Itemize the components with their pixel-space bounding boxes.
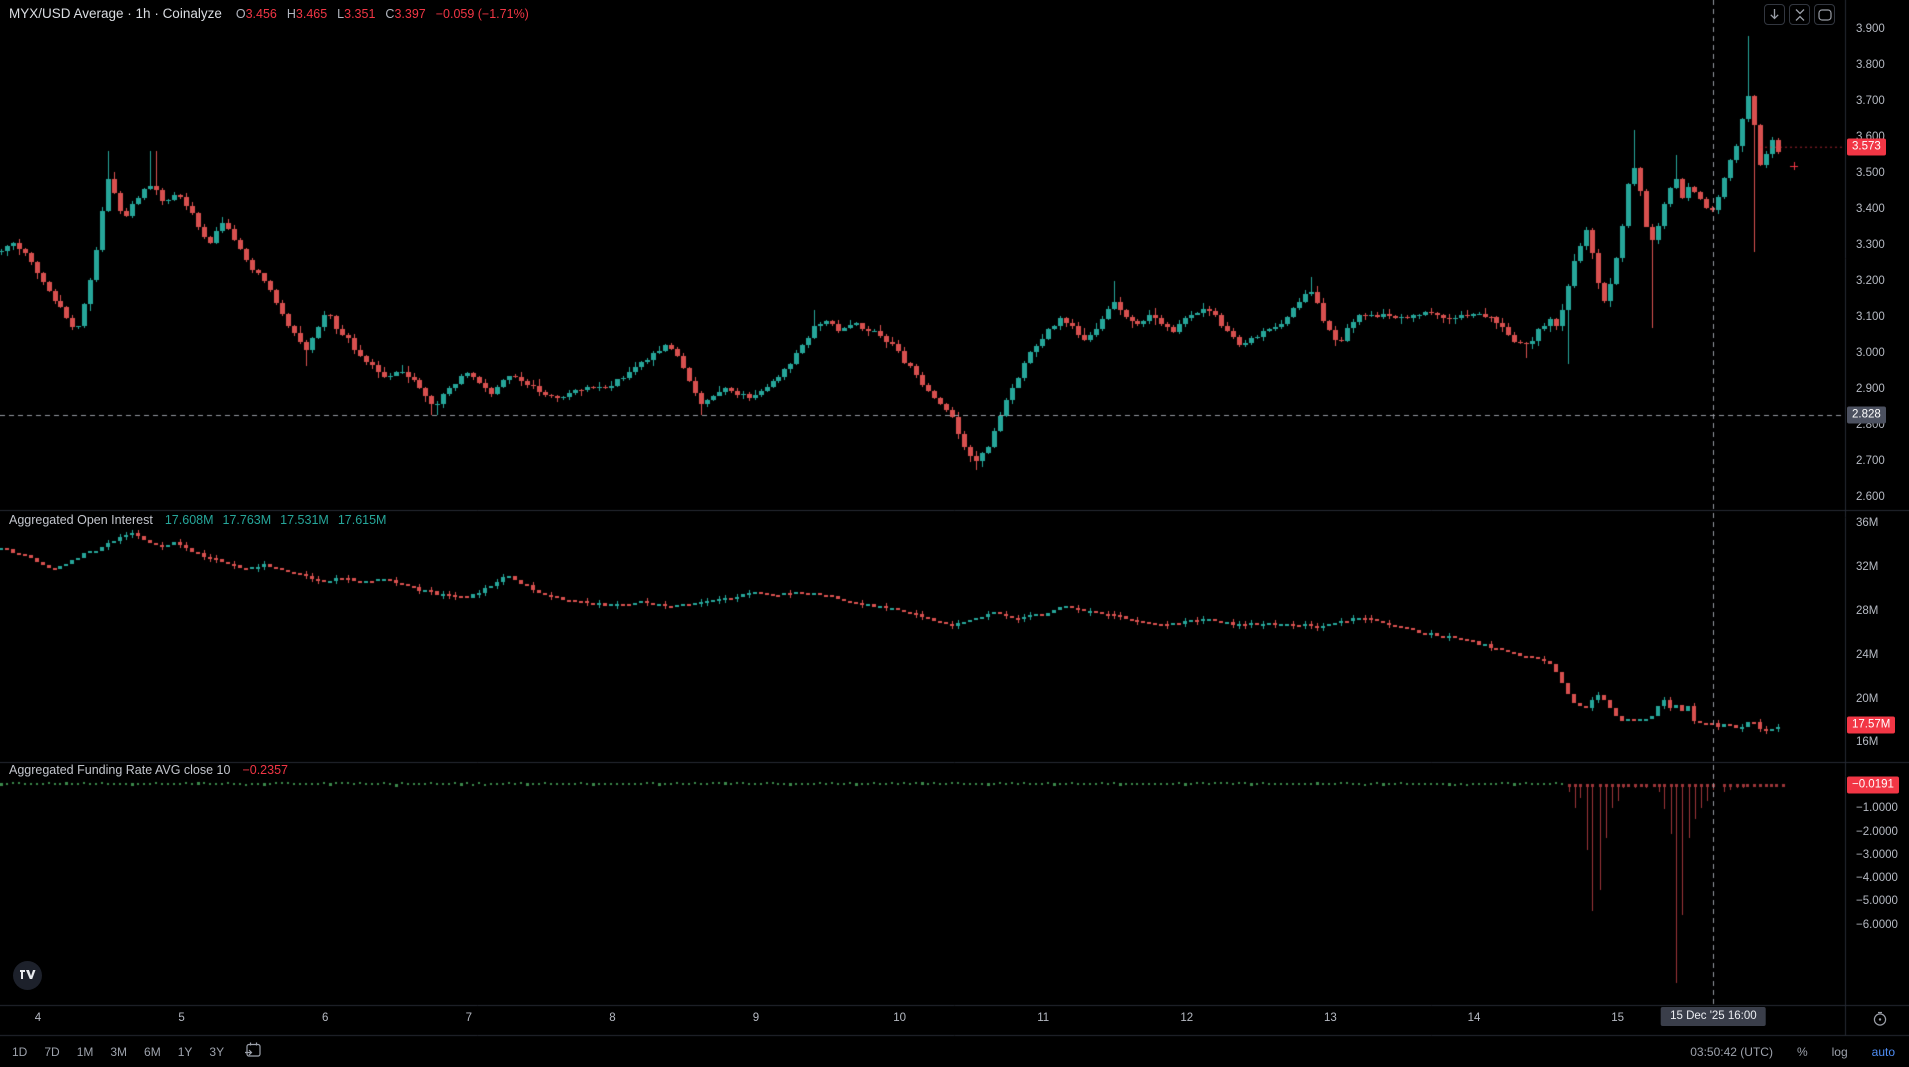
oi-values-readout: 17.608M 17.763M 17.531M 17.615M (165, 513, 396, 527)
price-axis-tick: 2.700 (1856, 455, 1885, 467)
range-button-3m[interactable]: 3M (110, 1044, 128, 1059)
range-button-3y[interactable]: 3Y (209, 1044, 225, 1059)
ohlc-segment: C3.397 (385, 7, 425, 21)
ohlc-value: 3.456 (245, 7, 277, 21)
go-to-date-button[interactable] (244, 1041, 263, 1062)
crosshair-price-badge: 2.828 (1847, 406, 1886, 424)
auto-scale-button[interactable]: auto (1871, 1044, 1895, 1059)
frame-icon (1817, 8, 1832, 21)
change-readout: −0.059 (−1.71%) (435, 7, 529, 21)
price-axis-tick: 2.600 (1856, 491, 1885, 503)
collapse-pane-button[interactable] (1789, 4, 1810, 25)
time-axis-tick: 12 (1180, 1012, 1194, 1024)
funding-axis-tick: −4.0000 (1856, 872, 1898, 884)
oi-ohlc-value: 17.608M (164, 513, 214, 527)
oi-ohlc-value: 17.615M (337, 513, 387, 527)
price-axis-tick: 2.900 (1856, 383, 1885, 395)
range-button-6m[interactable]: 6M (144, 1044, 161, 1059)
price-axis-tick: 3.300 (1856, 239, 1885, 251)
ohlc-readout: O3.456 H3.465 L3.351 C3.397 −0.059 (−1.71%) (236, 7, 529, 21)
oi-ohlc-value: 17.531M (280, 513, 329, 527)
time-axis-tick: 7 (465, 1012, 472, 1024)
price-axis-tick: 3.900 (1856, 23, 1885, 35)
symbol-title[interactable]: MYX/USD Average · 1h · Coinalyze (9, 6, 222, 21)
bottom-toolbar: 1D 7D 1M 3M 6M 1Y 3Y 03:50:42 (UTC) % log auto (0, 1036, 1909, 1067)
oi-axis-tick: 16M (1856, 736, 1879, 749)
funding-axis-tick: −6.0000 (1856, 918, 1898, 931)
range-button-1m[interactable]: 1M (76, 1044, 94, 1059)
time-axis-tick: 14 (1467, 1012, 1481, 1024)
oi-ohlc-value: 17.763M (222, 513, 272, 527)
ohlc-segment: H3.465 (287, 7, 327, 21)
funding-axis-tick: −2.0000 (1856, 825, 1898, 838)
time-axis-tick: 11 (1037, 1012, 1050, 1024)
range-button-7d[interactable]: 7D (44, 1044, 60, 1059)
range-buttons: 1D 7D 1M 3M 6M 1Y 3Y (0, 1043, 228, 1061)
funding-axis-tick: −1.0000 (1856, 802, 1898, 815)
symbol-header: MYX/USD Average · 1h · Coinalyze O3.456 H… (9, 6, 529, 21)
tradingview-logo[interactable] (13, 961, 42, 990)
ohlc-label: C (385, 7, 395, 21)
time-axis-tick: 5 (178, 1012, 185, 1024)
tradingview-logo-icon (19, 967, 36, 985)
time-axis-tick: 9 (752, 1012, 760, 1024)
price-axis-tick: 3.400 (1856, 203, 1885, 215)
oi-axis-tick: 28M (1856, 604, 1879, 617)
price-axis-tick: 3.700 (1856, 95, 1885, 107)
time-axis-tick: 6 (321, 1012, 329, 1024)
oi-axis-tick: 20M (1856, 692, 1879, 705)
ohlc-label: H (286, 7, 296, 21)
calendar-icon (244, 1041, 263, 1062)
price-axis-tick: 3.800 (1856, 59, 1885, 71)
ohlc-segment: L3.351 (337, 7, 375, 21)
ohlc-value: 3.351 (344, 7, 376, 21)
funding-pane-title[interactable]: Aggregated Funding Rate AVG close 10 (9, 763, 231, 777)
time-axis-tick: 10 (893, 1012, 906, 1024)
collapse-icon (1793, 8, 1807, 22)
log-scale-button[interactable]: log (1831, 1044, 1848, 1059)
utc-clock[interactable]: 03:50:42 (UTC) (1690, 1044, 1773, 1059)
funding-pane-header: Aggregated Funding Rate AVG close 10 −0.… (9, 763, 288, 777)
last-oi-badge: 17.57M (1847, 716, 1896, 734)
ohlc-label: L (337, 7, 345, 21)
clock-icon[interactable] (1872, 1011, 1888, 1032)
ohlc-value: 3.397 (394, 7, 426, 21)
last-funding-badge: −0.0191 (1847, 776, 1899, 794)
ohlc-value: 3.465 (295, 7, 328, 21)
oi-axis-tick: 36M (1856, 517, 1879, 529)
funding-axis-tick: −3.0000 (1856, 848, 1898, 861)
down-arrow-icon (1768, 8, 1781, 21)
oi-pane-title[interactable]: Aggregated Open Interest (9, 513, 153, 527)
oi-axis-tick: 24M (1856, 648, 1879, 661)
price-axis-tick: 3.000 (1856, 347, 1885, 359)
price-axis-tick: 3.500 (1856, 167, 1885, 179)
funding-axis-tick: −5.0000 (1856, 895, 1898, 908)
time-axis-tick: 15 (1611, 1012, 1624, 1024)
funding-value-readout: −0.2357 (242, 763, 288, 777)
time-axis-tick: 4 (34, 1012, 42, 1024)
oi-axis-tick: 32M (1856, 560, 1879, 573)
scroll-to-recent-button[interactable] (1764, 4, 1785, 25)
ohlc-label: O (235, 7, 246, 21)
screenshot-button[interactable] (1814, 4, 1835, 25)
time-axis-tick: 8 (609, 1012, 616, 1024)
range-button-1d[interactable]: 1D (12, 1044, 28, 1059)
range-button-1y[interactable]: 1Y (177, 1044, 193, 1059)
time-axis-tick: 13 (1323, 1012, 1337, 1024)
price-axis-tick: 3.100 (1856, 311, 1885, 323)
last-price-badge: 3.573 (1847, 138, 1886, 156)
crosshair-time-badge: 15 Dec '25 16:00 (1661, 1007, 1766, 1026)
price-axis-tick: 3.200 (1856, 275, 1885, 287)
ohlc-segment: O3.456 (236, 7, 277, 21)
oi-pane-header: Aggregated Open Interest 17.608M 17.763M 1… (9, 513, 395, 527)
percent-scale-button[interactable]: % (1796, 1044, 1808, 1059)
